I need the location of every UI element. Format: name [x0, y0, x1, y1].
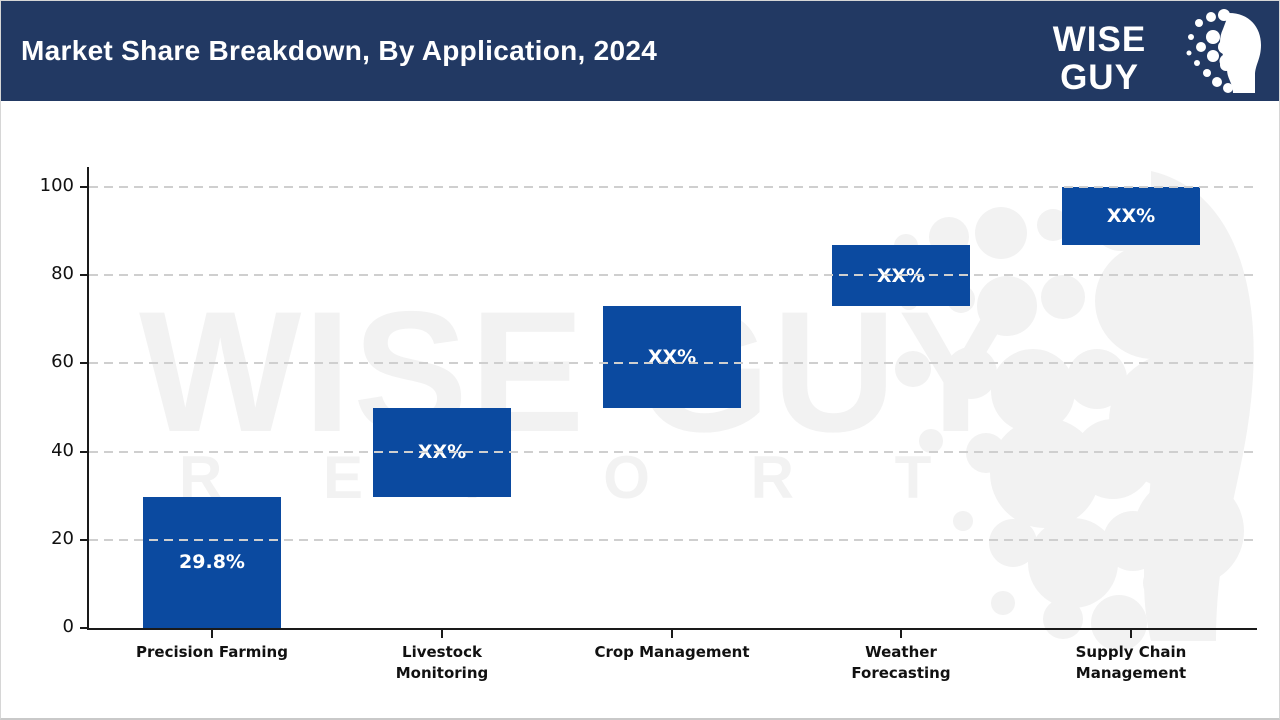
y-tick-label: 60	[51, 351, 74, 373]
y-tick-mark	[80, 450, 89, 453]
y-tick-label: 20	[51, 527, 74, 549]
bar-supply-chain-management: XX%	[1062, 187, 1200, 246]
bar-precision-farming: 29.8%	[143, 496, 281, 628]
x-category-label-weather-forecasting: Weather Forecasting	[851, 643, 951, 682]
watermark-wiseguy-text: WISE GUY	[139, 276, 1016, 468]
x-category-label-supply-chain-management: Supply Chain Management	[1075, 643, 1187, 682]
y-tick-mark	[80, 186, 89, 188]
logo-text: WISE GUY R E P O R T S	[1018, 21, 1181, 130]
x-tick-mark	[441, 630, 443, 638]
bar-value-label: 29.8%	[179, 551, 245, 574]
logo-wiseguy-label: WISE GUY	[1052, 20, 1147, 97]
x-tick-mark	[211, 630, 213, 638]
y-tick-label: 40	[51, 439, 74, 461]
page-title: Market Share Breakdown, By Application, …	[21, 35, 658, 66]
y-tick-mark	[80, 538, 89, 541]
logo-reports-label: R E P O R T S	[1027, 99, 1172, 129]
x-axis-spine	[87, 628, 1257, 630]
x-category-label-livestock-monitoring: Livestock Monitoring	[395, 643, 489, 682]
x-tick-mark	[900, 630, 902, 638]
y-tick-label: 100	[39, 175, 74, 196]
y-tick-label: 80	[51, 263, 74, 285]
x-tick-mark	[671, 630, 673, 638]
header-bar: Market Share Breakdown, By Application, …	[1, 1, 1279, 129]
bar-value-label: XX%	[1106, 205, 1156, 228]
y-tick-mark	[80, 274, 89, 277]
y-tick-label: 0	[62, 616, 74, 637]
y-tick-mark	[80, 627, 89, 629]
y-axis-spine	[87, 167, 89, 630]
logo-head-icon	[1186, 9, 1261, 93]
x-category-label-precision-farming: Precision Farming	[136, 643, 288, 661]
watermark-reports-text: R E P O R T S	[179, 444, 1114, 511]
y-tick-mark	[80, 362, 89, 365]
x-category-label-crop-management: Crop Management	[594, 643, 750, 661]
x-tick-mark	[1130, 630, 1132, 638]
wiseguy-logo: WISE GUY R E P O R T S	[1018, 9, 1263, 129]
